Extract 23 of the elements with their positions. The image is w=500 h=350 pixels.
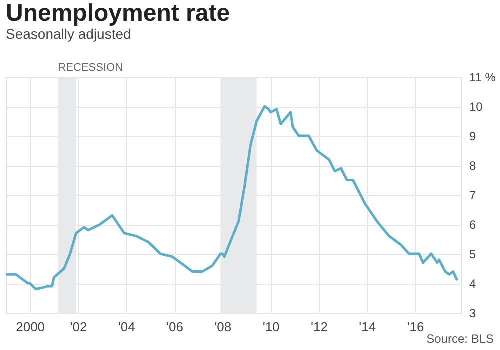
y-tick-label: 3 <box>470 306 476 320</box>
x-tick-label: '14 <box>359 320 376 334</box>
y-tick-label: 7 <box>470 188 476 202</box>
band-label: RECESSION <box>58 62 124 74</box>
y-tick-label: 4 <box>470 277 476 291</box>
source-note: Source: BLS <box>426 332 494 346</box>
chart-title: Unemployment rate <box>6 0 230 27</box>
x-tick-label: '16 <box>407 320 424 334</box>
y-tick-label: 8 <box>470 159 476 173</box>
x-tick-label: '06 <box>166 320 184 334</box>
y-tick-label: 9 <box>470 130 476 144</box>
y-tick-label: 10 <box>470 100 484 114</box>
x-tick-label: '10 <box>262 320 280 334</box>
chart-subtitle: Seasonally adjusted <box>6 26 132 42</box>
y-tick-label: 5 <box>470 248 476 262</box>
y-tick-label: 6 <box>470 218 476 232</box>
y-tick-label: 11 % <box>470 70 496 84</box>
x-tick-label: '08 <box>214 320 232 334</box>
x-tick-label: '12 <box>310 320 328 334</box>
line-series <box>4 105 459 291</box>
x-tick-label: '02 <box>70 320 88 334</box>
x-tick-label: '04 <box>118 320 136 334</box>
x-tick-label: 2000 <box>16 320 46 334</box>
